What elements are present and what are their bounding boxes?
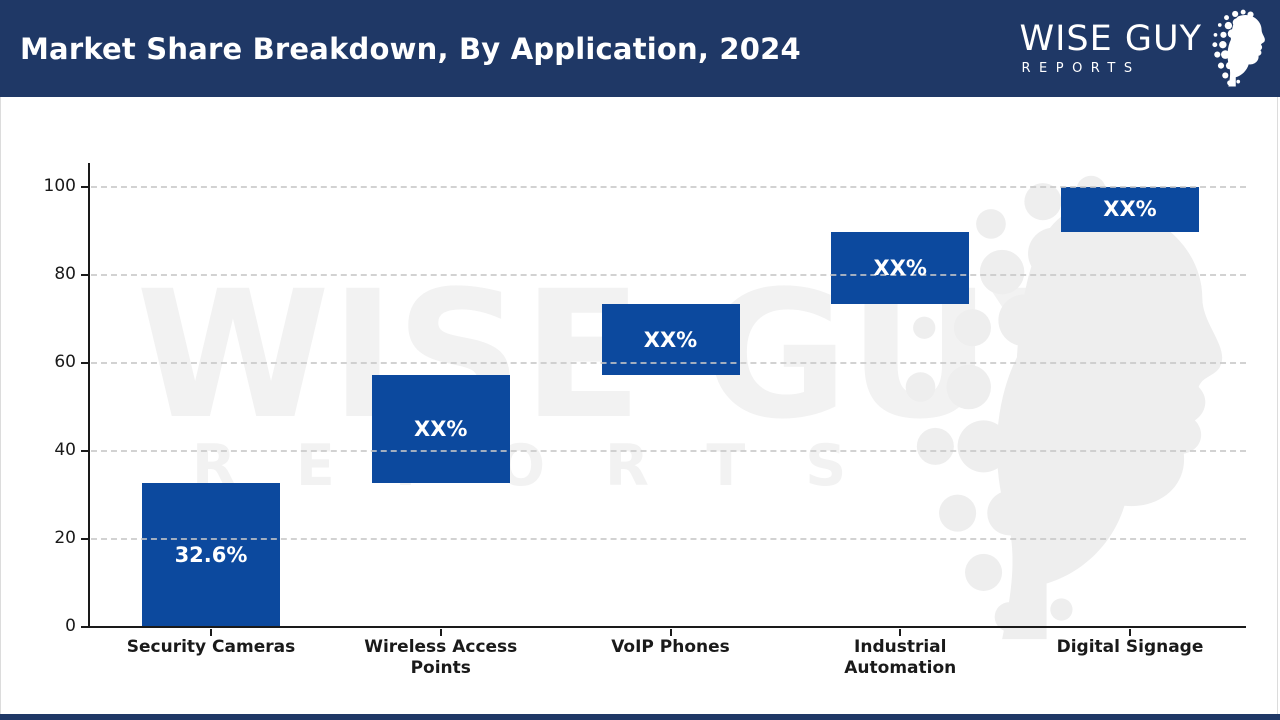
y-gridline — [91, 185, 1246, 188]
watermark-head-icon — [905, 175, 1223, 640]
x-category-label: Industrial Automation — [844, 637, 957, 678]
y-tick — [81, 537, 89, 540]
x-category-label: Wireless Access Points — [364, 637, 518, 678]
x-tick — [1129, 629, 1131, 636]
x-tick — [669, 629, 672, 636]
y-tick — [81, 185, 89, 188]
x-tick — [439, 629, 442, 636]
y-gridline — [91, 537, 1246, 540]
logo-subtitle: REPORTS — [1021, 60, 1141, 76]
bar-segment — [1061, 186, 1199, 232]
x-category-label: VoIP Phones — [611, 637, 730, 657]
wise-guy-reports-logo: WISE GUY REPORTS — [1019, 9, 1280, 89]
logo-wordmark: WISE GUY — [1019, 18, 1202, 59]
logo-text: WISE GUY REPORTS — [1019, 18, 1202, 76]
x-tick — [210, 629, 212, 636]
y-tick — [81, 361, 89, 364]
x-tick — [899, 629, 902, 636]
y-tick — [81, 625, 89, 628]
bar-value-label: 32.6% — [174, 542, 248, 567]
y-axis — [88, 163, 90, 628]
y-tick-label: 0 — [65, 615, 76, 636]
bar-value-label: XX% — [1103, 197, 1157, 222]
logo-head-icon — [1212, 9, 1265, 87]
x-category-label: Security Cameras — [126, 637, 296, 657]
y-gridline — [91, 361, 1246, 364]
x-axis — [88, 626, 1246, 628]
y-tick — [81, 449, 89, 452]
y-tick-label: 60 — [54, 351, 76, 372]
y-tick-label: 100 — [43, 175, 76, 196]
watermark-subtitle: REPORTS — [192, 433, 907, 499]
y-tick-label: 40 — [54, 439, 76, 460]
page-title: Market Share Breakdown, By Application, … — [20, 31, 801, 66]
y-tick-label: 80 — [54, 263, 76, 284]
y-gridline — [91, 449, 1246, 452]
x-category-label: Digital Signage — [1056, 637, 1204, 657]
bar-segment — [371, 374, 510, 484]
y-tick — [81, 273, 89, 276]
header-bar: Market Share Breakdown, By Application, … — [0, 0, 1280, 97]
y-tick-label: 20 — [54, 527, 76, 548]
bar-value-label: XX% — [643, 327, 698, 352]
bar-segment — [142, 483, 280, 627]
footer-bar — [0, 714, 1280, 720]
bar-value-label: XX% — [414, 417, 468, 442]
bar-segment — [831, 231, 970, 305]
y-gridline — [91, 273, 1246, 276]
bar-value-label: XX% — [873, 256, 927, 281]
